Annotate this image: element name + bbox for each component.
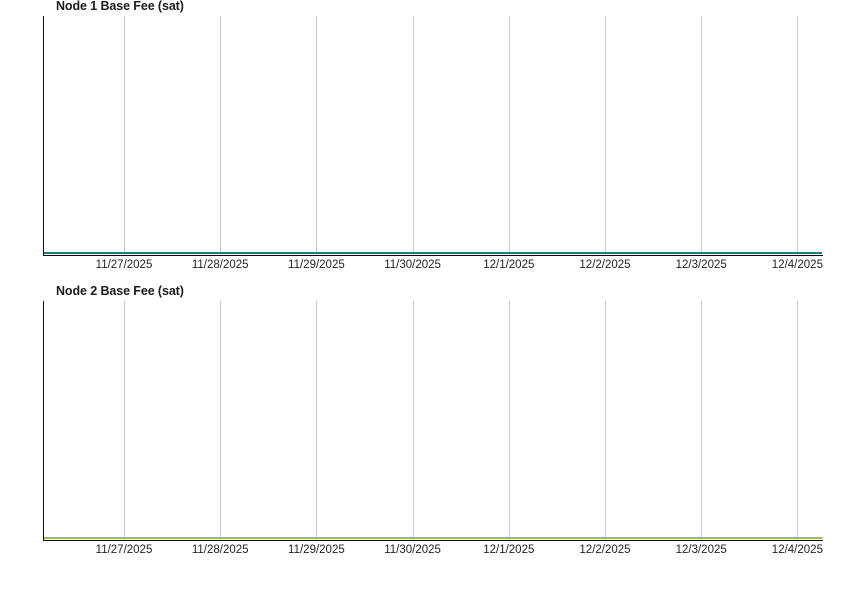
gridline bbox=[605, 16, 606, 255]
gridline bbox=[797, 16, 799, 255]
gridline bbox=[508, 16, 510, 255]
x-axis-node2 bbox=[43, 540, 823, 541]
x-tick-label: 11/27/2025 bbox=[95, 259, 153, 271]
gridline bbox=[701, 16, 703, 255]
gridline bbox=[797, 301, 799, 540]
x-tick-label: 11/29/2025 bbox=[288, 544, 345, 556]
gridline bbox=[124, 16, 125, 255]
x-axis-node1 bbox=[43, 255, 823, 256]
gridline bbox=[412, 301, 414, 540]
gridlines-node1 bbox=[43, 16, 822, 255]
gridline bbox=[124, 301, 125, 540]
chart-panel-node2: Node 2 Base Fee (sat) 11/27/2025 11/28/20… bbox=[0, 284, 860, 600]
x-tick-label: 12/3/2025 bbox=[675, 259, 727, 271]
gridlines-node2 bbox=[43, 301, 822, 540]
x-tick-label: 12/2/2025 bbox=[579, 544, 631, 556]
x-tick-label: 12/1/2025 bbox=[483, 544, 535, 556]
x-tick-labels-node1: 11/27/2025 11/28/2025 11/29/2025 11/30/2025… bbox=[43, 259, 823, 277]
y-axis-node1 bbox=[43, 16, 44, 256]
plot-area-node2 bbox=[43, 301, 822, 540]
gridline bbox=[701, 301, 703, 540]
x-tick-label: 12/1/2025 bbox=[483, 259, 535, 271]
x-tick-label: 11/30/2025 bbox=[384, 259, 441, 271]
gridline bbox=[412, 16, 414, 255]
x-tick-label: 11/28/2025 bbox=[191, 259, 249, 271]
gridline bbox=[508, 301, 510, 540]
gridline bbox=[316, 301, 318, 540]
chart-title-node1: Node 1 Base Fee (sat) bbox=[56, 0, 184, 13]
x-tick-label: 12/4/2025 bbox=[771, 544, 823, 556]
x-tick-labels-node2: 11/27/2025 11/28/2025 11/29/2025 11/30/2025… bbox=[43, 544, 823, 562]
gridline bbox=[316, 16, 318, 255]
x-tick-label: 12/3/2025 bbox=[675, 544, 727, 556]
x-tick-label: 11/30/2025 bbox=[384, 544, 441, 556]
chart-panel-node1: Node 1 Base Fee (sat) 11/27/2025 11/28/20… bbox=[0, 0, 860, 285]
y-axis-node2 bbox=[43, 301, 44, 541]
x-tick-label: 12/2/2025 bbox=[579, 259, 631, 271]
x-tick-label: 11/28/2025 bbox=[191, 544, 249, 556]
x-tick-label: 11/27/2025 bbox=[95, 544, 153, 556]
series-line-node1 bbox=[44, 252, 822, 254]
gridline bbox=[220, 301, 222, 540]
chart-title-node2: Node 2 Base Fee (sat) bbox=[56, 284, 184, 298]
gridline bbox=[605, 301, 606, 540]
plot-area-node1 bbox=[43, 16, 822, 255]
x-tick-label: 11/29/2025 bbox=[288, 259, 345, 271]
gridline bbox=[220, 16, 222, 255]
x-tick-label: 12/4/2025 bbox=[771, 259, 823, 271]
series-line-node2 bbox=[44, 537, 822, 539]
